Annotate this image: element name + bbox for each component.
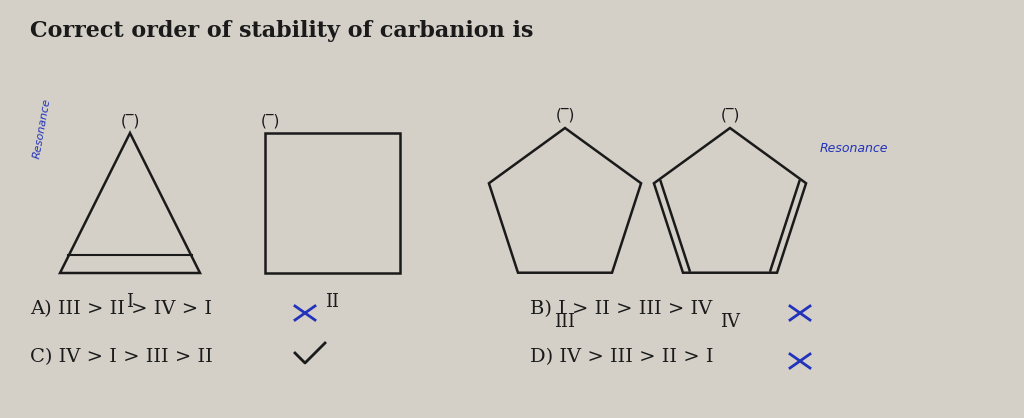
Bar — [265, 133, 400, 273]
Text: I: I — [127, 293, 133, 311]
Text: Resonance: Resonance — [32, 97, 52, 159]
Text: A) III > II > IV > I: A) III > II > IV > I — [30, 300, 212, 318]
Text: II: II — [326, 293, 340, 311]
Text: C) IV > I > III > II: C) IV > I > III > II — [30, 348, 213, 366]
Text: D) IV > III > II > I: D) IV > III > II > I — [530, 348, 714, 366]
Text: B) I > II > III > IV: B) I > II > III > IV — [530, 300, 713, 318]
Text: IV: IV — [720, 313, 740, 331]
Text: (¨̅): (¨̅) — [720, 108, 739, 123]
Text: (¨̅): (¨̅) — [555, 108, 574, 123]
Text: (¨̅): (¨̅) — [260, 113, 280, 128]
Text: (¨̅): (¨̅) — [120, 113, 139, 128]
Text: III: III — [555, 313, 575, 331]
Text: Correct order of stability of carbanion is: Correct order of stability of carbanion … — [30, 20, 534, 42]
Text: Resonance: Resonance — [820, 142, 889, 155]
